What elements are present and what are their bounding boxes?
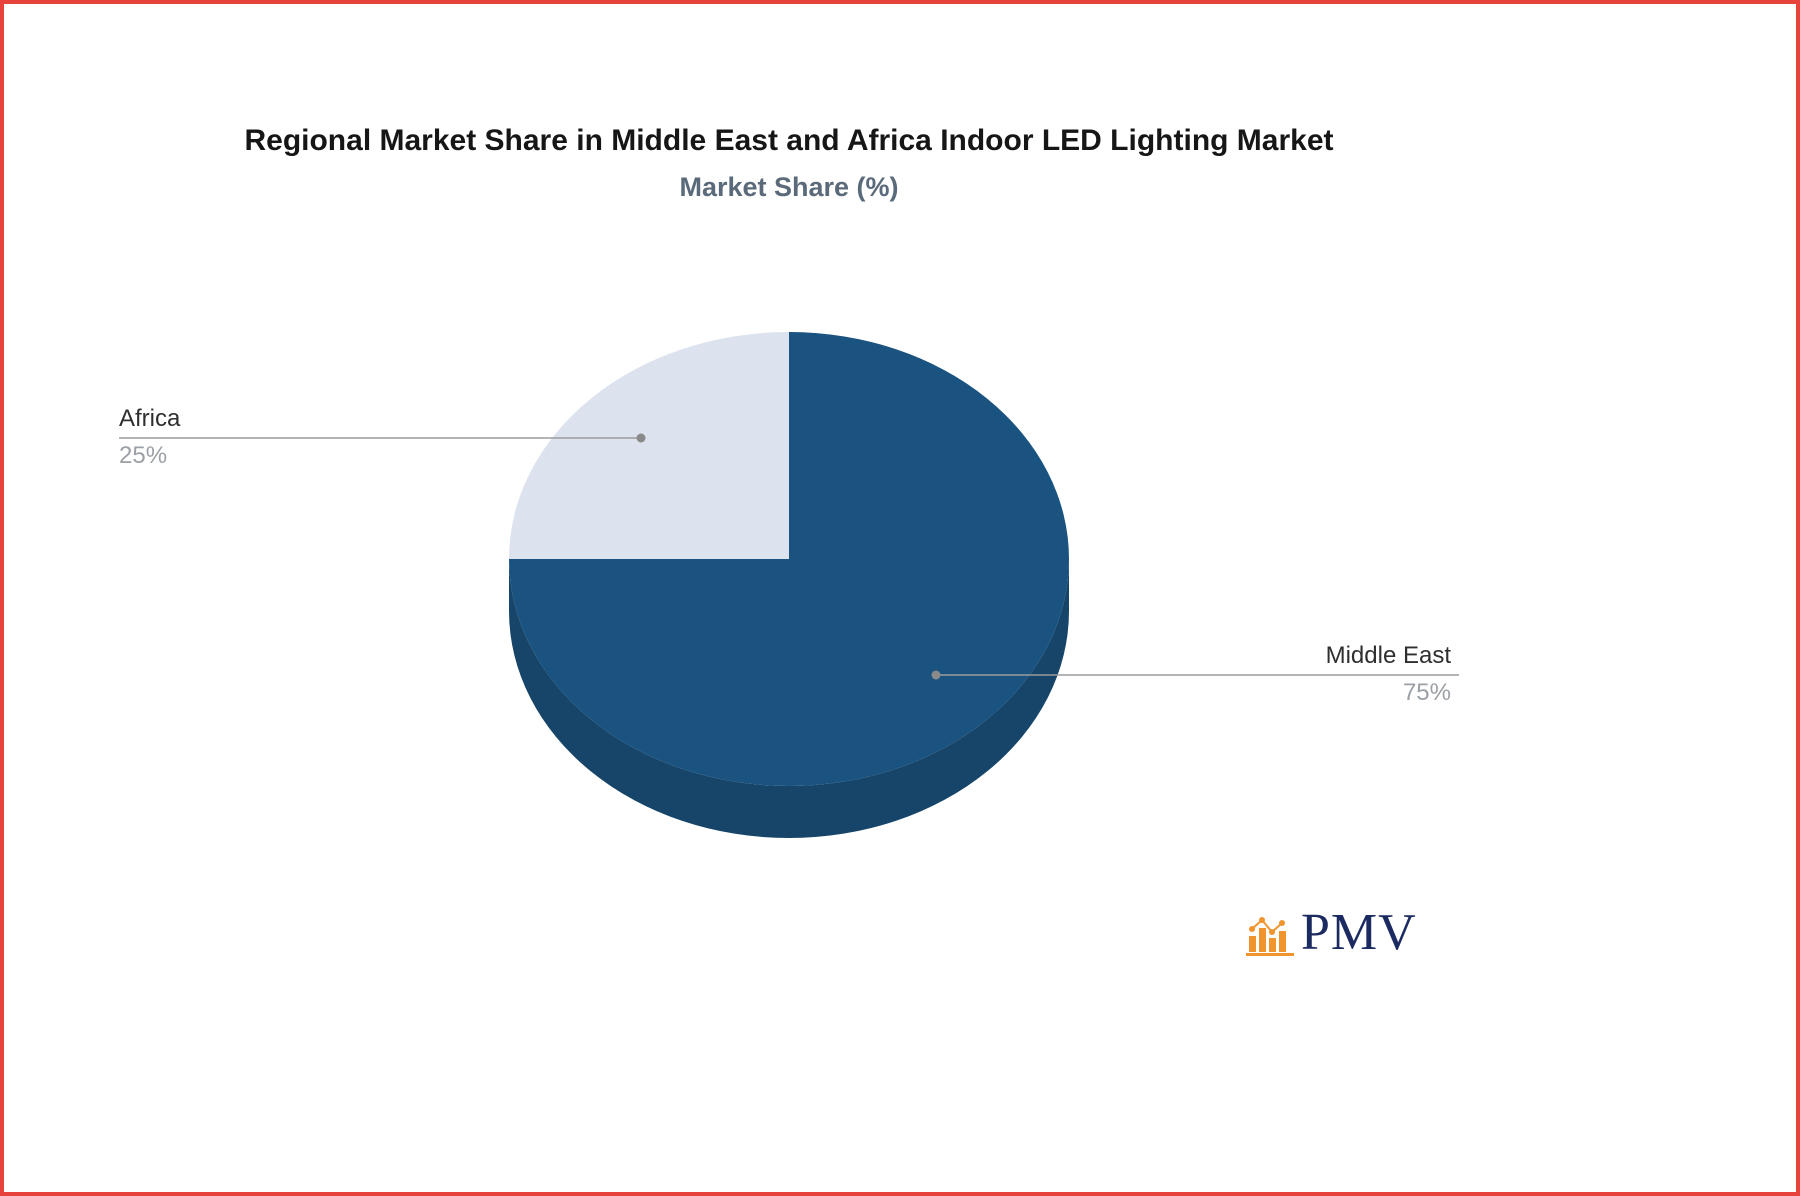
africa-callout: Africa 25% xyxy=(119,405,180,470)
chart-header: Regional Market Share in Middle East and… xyxy=(4,122,1574,203)
logo-bar xyxy=(1249,936,1256,952)
africa-leader-dot xyxy=(636,433,646,443)
pie-side xyxy=(509,559,1069,838)
chart-title: Regional Market Share in Middle East and… xyxy=(244,124,1334,157)
africa-slice-value: 25% xyxy=(119,442,168,469)
logo-bar xyxy=(1259,928,1266,952)
africa-slice-label: Africa xyxy=(119,405,181,432)
chart-subtitle: Market Share (%) xyxy=(679,172,899,202)
middle-east-slice-value: 75% xyxy=(1402,679,1451,706)
pie-chart xyxy=(119,332,1459,838)
pie-slice-africa xyxy=(509,332,789,559)
logo-bar xyxy=(1279,931,1286,952)
middle-east-slice-label: Middle East xyxy=(1325,642,1451,669)
logo-bar xyxy=(1269,938,1276,952)
pie xyxy=(509,332,1069,838)
logo-trend-dot xyxy=(1279,920,1285,926)
logo-trend-dot xyxy=(1249,926,1255,932)
leader-lines xyxy=(119,433,1459,680)
middle-east-callout: Middle East 75% xyxy=(1326,642,1451,707)
pmv-logo: PMV xyxy=(1244,907,1417,959)
logo-baseline xyxy=(1246,953,1294,956)
logo-trend-dot xyxy=(1269,929,1275,935)
logo-trend-dot xyxy=(1259,917,1265,923)
pmv-logo-text: PMV xyxy=(1301,904,1417,961)
logo-trend-line xyxy=(1251,918,1283,934)
middle-east-leader-dot xyxy=(931,670,941,680)
pmv-bar-chart-icon xyxy=(1246,917,1294,956)
